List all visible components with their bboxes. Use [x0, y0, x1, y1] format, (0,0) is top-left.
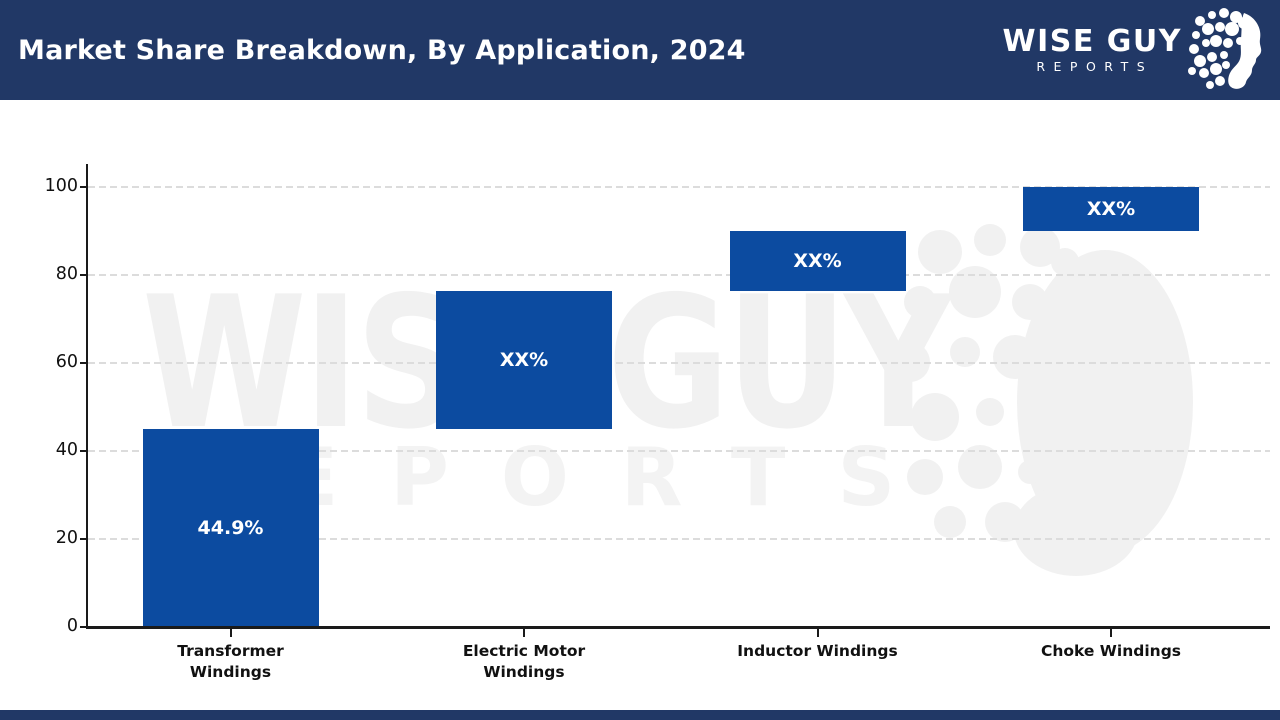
y-tick-label: 60 — [55, 352, 78, 372]
page-title: Market Share Breakdown, By Application, … — [18, 34, 746, 66]
x-category-label: Electric Motor Windings — [462, 642, 586, 681]
logo-text: WISE GUY REPORTS — [1002, 23, 1182, 74]
y-tick-mark — [79, 362, 88, 364]
waterfall-bar — [142, 429, 319, 627]
x-category-label: Inductor Windings — [737, 642, 898, 660]
y-axis-line — [85, 164, 88, 629]
x-tick-mark — [816, 629, 819, 637]
y-tick-label: 20 — [55, 528, 78, 548]
y-tick-mark — [79, 186, 88, 188]
dotted-head-icon — [1188, 8, 1262, 89]
x-axis-line — [85, 626, 1270, 629]
x-category-label: Transformer Windings — [177, 642, 284, 681]
header-bar: Market Share Breakdown, By Application, … — [0, 0, 1280, 100]
bar-value-label: XX% — [499, 349, 549, 372]
bar-value-label: XX% — [1086, 198, 1136, 220]
x-category-label: Choke Windings — [1040, 642, 1182, 660]
bar-value-label: XX% — [793, 250, 842, 273]
y-gridline — [88, 450, 1270, 452]
x-tick-mark — [229, 629, 232, 637]
y-tick-mark — [79, 538, 88, 540]
x-tick-mark — [1110, 629, 1112, 637]
x-tick-mark — [523, 629, 525, 637]
waterfall-bar — [436, 291, 612, 430]
y-tick-label: 80 — [55, 264, 78, 284]
y-gridline — [88, 538, 1270, 540]
wise-guy-reports-logo: WISE GUY REPORTS — [1002, 7, 1262, 93]
y-gridline — [88, 274, 1270, 276]
y-tick-mark — [79, 450, 88, 452]
logo-wordmark: WISE GUY — [1002, 23, 1182, 59]
y-tick-label: 0 — [66, 616, 78, 636]
y-tick-mark — [79, 626, 88, 628]
bar-value-label: 44.9% — [197, 517, 264, 540]
y-tick-label: 40 — [55, 440, 78, 460]
y-tick-mark — [79, 274, 88, 276]
watermark-head-icon — [890, 224, 1193, 576]
waterfall-bar — [729, 231, 906, 292]
y-gridline — [88, 186, 1270, 188]
y-tick-label: 100 — [44, 176, 78, 196]
logo-subtitle: REPORTS — [1036, 58, 1154, 74]
y-gridline — [88, 362, 1270, 364]
footer-bar — [0, 710, 1280, 720]
waterfall-bar — [1023, 187, 1199, 231]
